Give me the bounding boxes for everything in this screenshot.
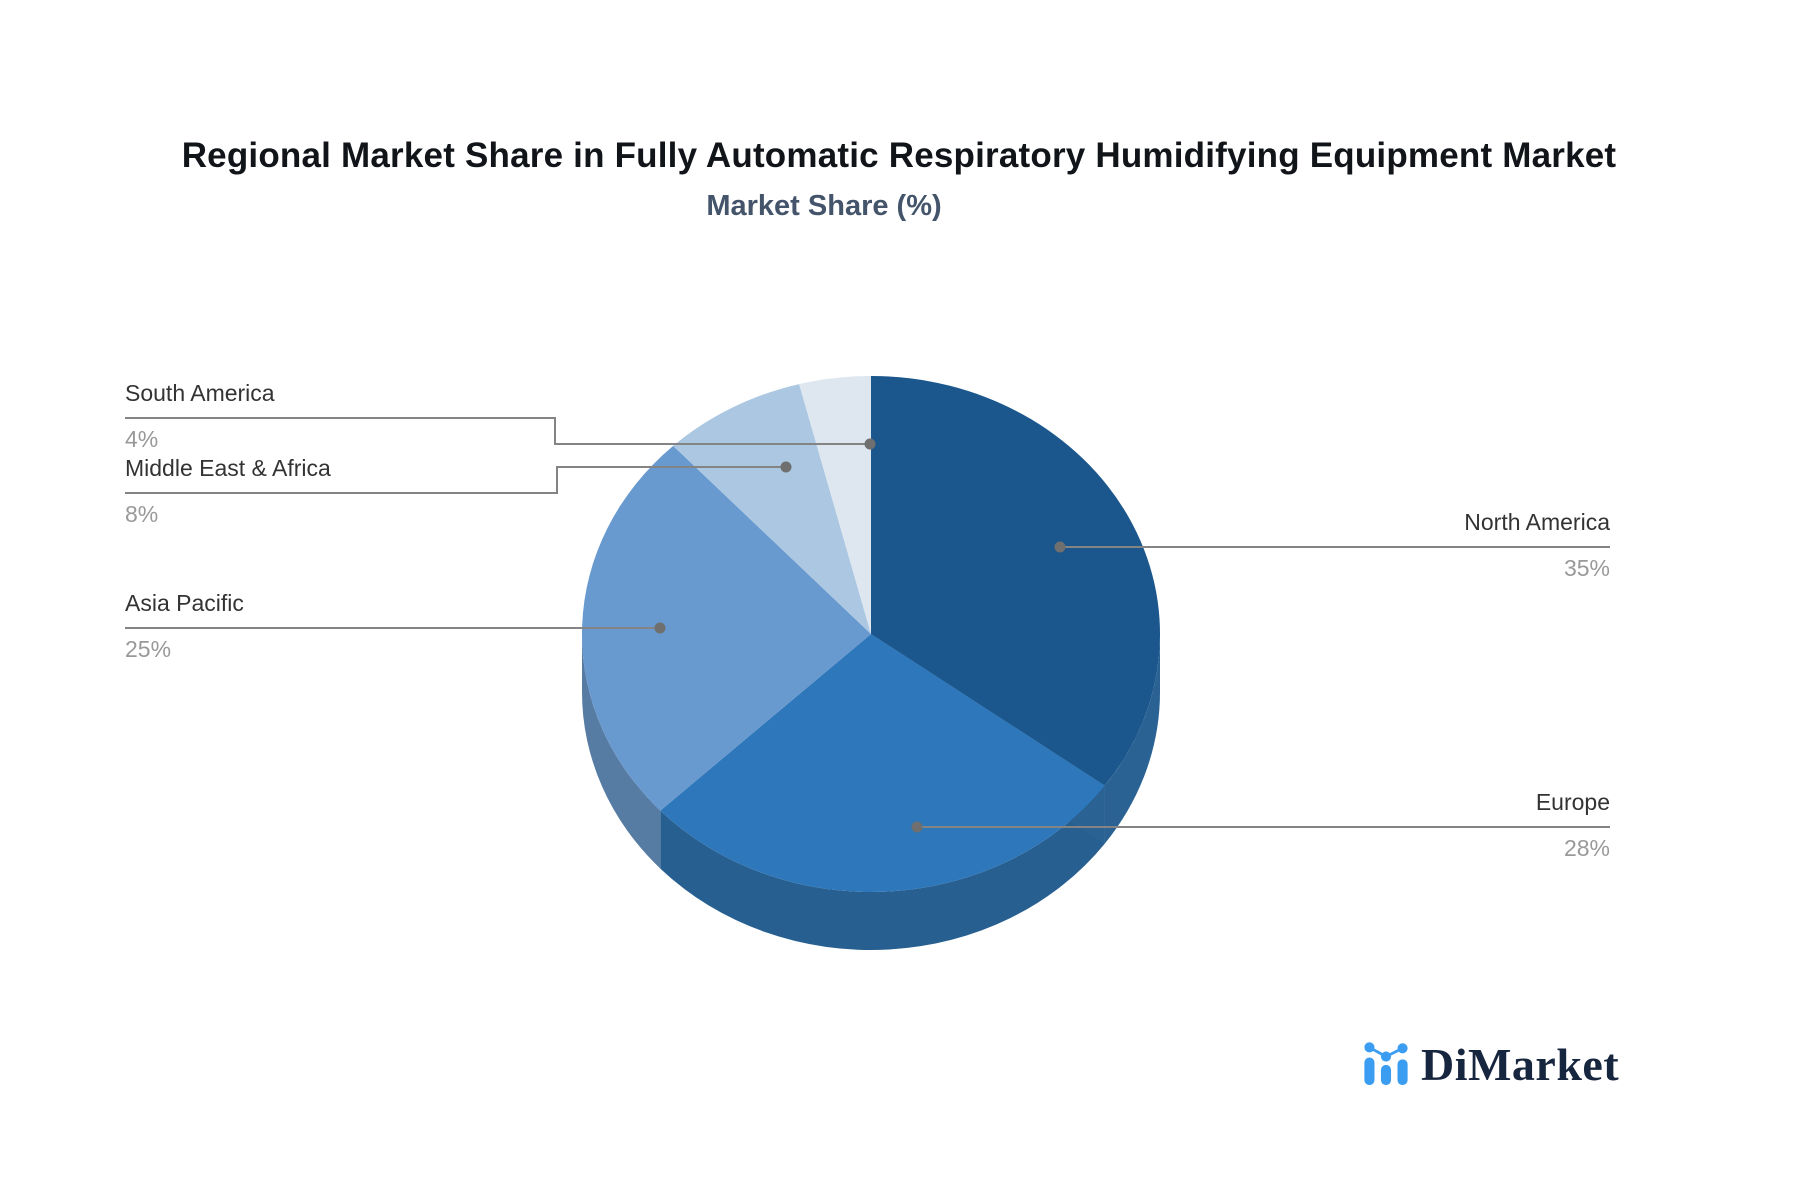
label-leader-line-south-america	[125, 417, 870, 445]
chart-title: Regional Market Share in Fully Automatic…	[181, 136, 1617, 175]
label-anchor-dot-europe	[911, 821, 923, 833]
slice-name: South America	[125, 380, 275, 406]
slice-pct-europe: 28%	[1564, 835, 1610, 861]
slice-label-south-america: South America	[125, 380, 275, 406]
chart-subtitle: Market Share (%)	[706, 190, 942, 222]
label-anchor-dot-north-america	[1054, 541, 1066, 553]
slice-pct-middle-east-africa: 8%	[125, 501, 158, 527]
slice-percent: 25%	[125, 636, 172, 662]
slice-name: North America	[1464, 509, 1610, 535]
slice-label-middle-east-africa: Middle East & Africa	[125, 455, 331, 481]
slice-percent: 8%	[125, 501, 159, 527]
slice-name: Middle East & Africa	[125, 455, 331, 481]
slice-pct-asia-pacific: 25%	[125, 636, 171, 662]
pie-slice-side-north-america	[1104, 634, 1160, 844]
slice-percent: 28%	[1563, 835, 1610, 861]
pie-slice-south-america	[799, 376, 871, 634]
label-anchor-dot-middle-east-africa	[780, 461, 792, 473]
label-leader-line-middle-east-africa	[125, 466, 786, 494]
slice-name: Asia Pacific	[125, 590, 244, 616]
slice-label-europe: Europe	[1536, 789, 1610, 815]
pie-slice-north-america	[871, 376, 1160, 786]
slice-pct-north-america: 35%	[1564, 555, 1610, 581]
label-anchor-dot-asia-pacific	[654, 622, 666, 634]
brand-logo: DiMarket	[1363, 1038, 1619, 1088]
pie-slice-asia-pacific	[582, 445, 871, 811]
slice-name: Europe	[1535, 789, 1610, 815]
pie-slice-side-europe	[660, 785, 1105, 950]
brand-logo-text: DiMarket	[1421, 1039, 1620, 1090]
slice-label-asia-pacific: Asia Pacific	[125, 590, 244, 616]
slice-label-north-america: North America	[1464, 509, 1610, 535]
pie-slice-middle-east-africa	[673, 384, 871, 634]
slice-pct-south-america: 4%	[125, 426, 158, 452]
slice-percent: 4%	[125, 426, 159, 452]
slice-percent: 35%	[1563, 555, 1610, 581]
bar-chart-icon	[1364, 1042, 1408, 1086]
pie-slice-side-asia-pacific	[582, 634, 661, 869]
label-anchor-dot-south-america	[864, 438, 876, 450]
